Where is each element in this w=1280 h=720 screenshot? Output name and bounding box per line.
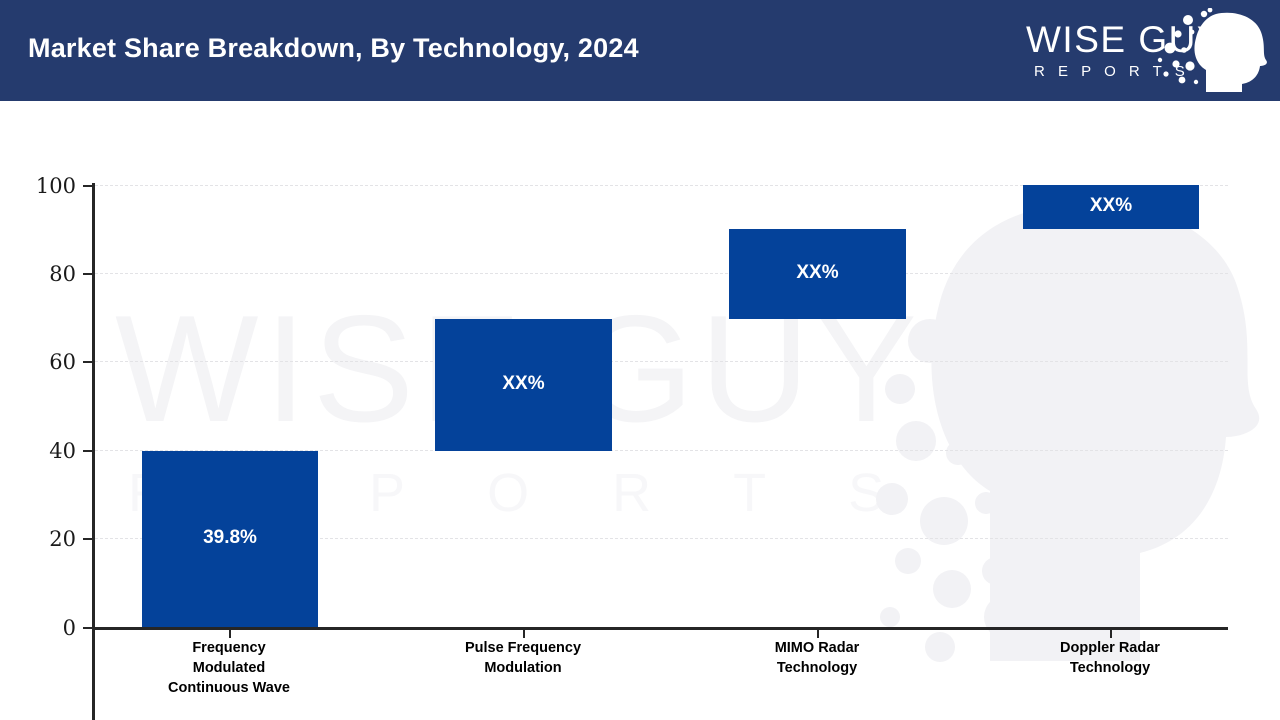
ytick-label-0: 0 xyxy=(62,616,76,640)
gridline-60 xyxy=(95,361,1228,362)
category-label-3: Doppler Radar Technology xyxy=(990,638,1230,678)
category-label-3-line-0: Doppler Radar xyxy=(1060,640,1160,656)
gridline-20 xyxy=(95,538,1228,539)
bar-value-label-1: XX% xyxy=(502,373,545,395)
ytick-80 xyxy=(83,273,92,275)
category-label-2-line-1: Technology xyxy=(776,660,858,676)
y-axis-spine xyxy=(92,183,95,720)
ytick-20 xyxy=(83,538,92,540)
xtick-1 xyxy=(523,630,525,638)
page-header: Market Share Breakdown, By Technology, 2… xyxy=(0,0,1280,101)
category-label-2-line-0: MIMO Radar xyxy=(774,640,860,656)
ytick-label-20: 20 xyxy=(49,527,76,551)
category-label-0-line-1: Modulated xyxy=(192,660,266,676)
xtick-0 xyxy=(229,630,231,638)
category-label-1-line-0: Pulse Frequency xyxy=(464,640,582,656)
ytick-0 xyxy=(83,627,92,629)
xtick-2 xyxy=(817,630,819,638)
ytick-40 xyxy=(83,450,92,452)
category-label-3-line-1: Technology xyxy=(1069,660,1151,676)
category-label-1: Pulse Frequency Modulation xyxy=(403,638,643,678)
ytick-label-80: 80 xyxy=(49,262,76,286)
ytick-60 xyxy=(83,361,92,363)
category-label-1-line-1: Modulation xyxy=(484,660,562,676)
bar-doppler-radar-technology[interactable] xyxy=(1023,185,1199,230)
gridline-100 xyxy=(95,185,1228,186)
category-label-2: MIMO Radar Technology xyxy=(697,638,937,678)
page-title: Market Share Breakdown, By Technology, 2… xyxy=(28,33,639,63)
svg-text:WISE GUY: WISE GUY xyxy=(1026,19,1223,60)
xtick-3 xyxy=(1110,630,1112,638)
gridline-40 xyxy=(95,450,1228,451)
bar-frequency-modulated-continuous-wave[interactable] xyxy=(142,451,318,627)
bar-value-label-3: XX% xyxy=(1089,195,1133,217)
bar-mimo-radar-technology[interactable] xyxy=(729,229,906,320)
bar-pulse-frequency-modulation[interactable] xyxy=(435,319,612,452)
category-label-0: Frequency Modulated Continuous Wave xyxy=(109,638,349,698)
ytick-label-60: 60 xyxy=(49,350,76,374)
wise-guy-reports-logo: WISE GUY R E P O R T S xyxy=(1020,8,1272,92)
category-label-0-line-0: Frequency xyxy=(192,640,266,656)
svg-text:R E P O R T S: R E P O R T S xyxy=(1034,63,1189,80)
bar-value-label-0: 39.8% xyxy=(203,527,257,549)
category-label-0-line-2: Continuous Wave xyxy=(168,680,290,696)
gridline-80 xyxy=(95,273,1228,274)
ytick-label-100: 100 xyxy=(35,174,76,198)
x-axis-spine xyxy=(92,627,1228,630)
ytick-label-40: 40 xyxy=(49,439,76,463)
chart-plot-area: WISE GUY R E P O R T S 100 xyxy=(0,101,1280,720)
ytick-100 xyxy=(83,185,92,187)
bar-value-label-2: XX% xyxy=(796,262,839,284)
